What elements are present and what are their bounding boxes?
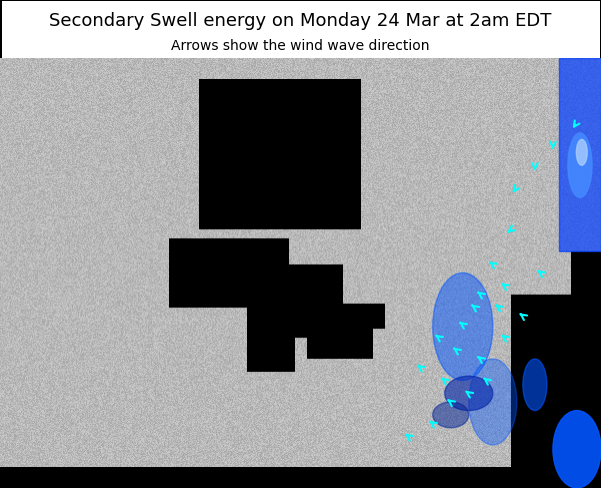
Ellipse shape bbox=[553, 411, 601, 488]
Text: Arrows show the wind wave direction: Arrows show the wind wave direction bbox=[171, 39, 430, 53]
Ellipse shape bbox=[568, 134, 592, 198]
Text: Secondary Swell energy on Monday 24 Mar at 2am EDT: Secondary Swell energy on Monday 24 Mar … bbox=[49, 12, 552, 29]
Ellipse shape bbox=[433, 402, 469, 428]
Bar bbox=[559, 59, 601, 252]
Ellipse shape bbox=[433, 273, 493, 381]
Ellipse shape bbox=[445, 376, 493, 411]
Ellipse shape bbox=[469, 359, 517, 445]
Ellipse shape bbox=[523, 359, 547, 411]
Ellipse shape bbox=[576, 140, 587, 166]
